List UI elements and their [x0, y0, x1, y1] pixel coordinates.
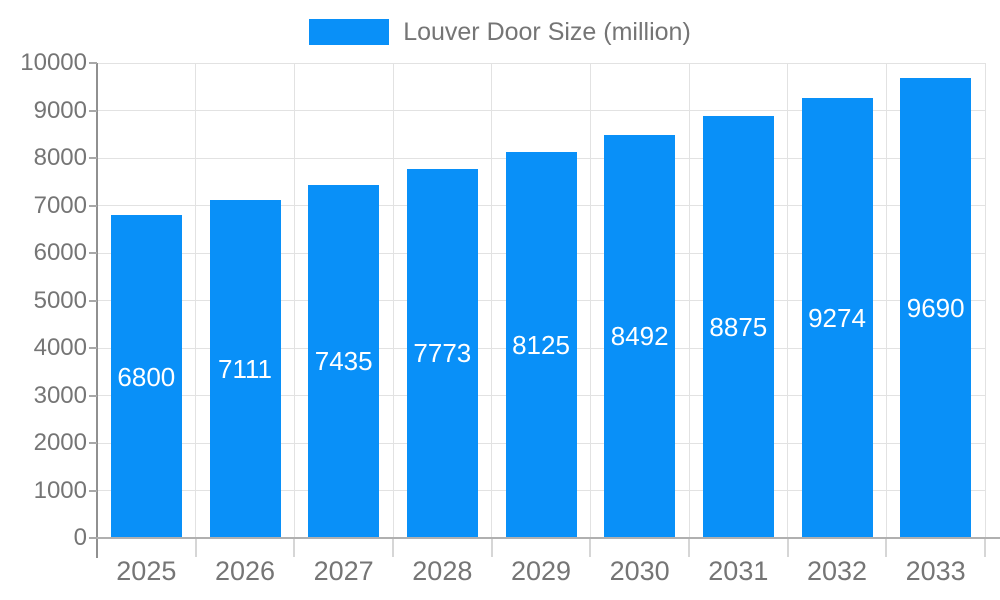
x-tick-label: 2027 — [313, 556, 374, 586]
v-gridline — [787, 63, 789, 538]
v-gridline — [491, 63, 493, 538]
y-tick-mark — [89, 489, 97, 492]
bar: 9274 — [801, 97, 873, 538]
x-tick-mark — [490, 539, 493, 557]
h-gridline — [97, 110, 985, 111]
y-tick-label: 5000 — [33, 286, 87, 314]
bar-value-label: 9274 — [808, 302, 866, 333]
legend-label: Louver Door Size (million) — [403, 18, 691, 46]
bar-value-label: 6800 — [117, 361, 176, 392]
bar-value-label: 8492 — [610, 321, 669, 352]
x-tick-label: 2030 — [609, 556, 670, 586]
y-tick-label: 6000 — [33, 239, 87, 266]
y-tick-label: 9000 — [33, 96, 87, 124]
v-gridline — [589, 63, 591, 538]
bar: 7111 — [209, 200, 281, 538]
v-gridline — [688, 63, 690, 538]
x-tick-mark — [688, 539, 690, 557]
y-tick-mark — [89, 204, 97, 207]
x-tick-mark — [293, 539, 296, 557]
v-gridline — [392, 63, 394, 538]
h-gridline — [97, 62, 985, 64]
bar: 9690 — [900, 77, 972, 538]
y-tick-label: 4000 — [33, 334, 87, 361]
bar: 8492 — [604, 134, 676, 538]
x-tick-label: 2025 — [116, 556, 177, 586]
legend: Louver Door Size (million) — [0, 17, 1000, 47]
y-tick-label: 7000 — [33, 191, 87, 219]
legend-swatch — [309, 19, 390, 45]
y-tick-label: 8000 — [33, 144, 87, 171]
plot-area: 6800 7111 7435 7773 8125 8492 8875 9274 9690 — [97, 62, 986, 538]
y-tick-mark — [89, 347, 97, 349]
x-tick-mark — [984, 539, 986, 557]
bar-value-label: 7111 — [218, 354, 272, 385]
y-tick-label: 3000 — [33, 381, 87, 409]
bar: 7435 — [308, 184, 380, 538]
y-tick-mark — [89, 394, 97, 397]
bar: 8875 — [702, 116, 774, 538]
x-tick-mark — [589, 539, 592, 557]
bar-value-label: 9690 — [906, 292, 965, 323]
x-tick-label: 2032 — [806, 556, 868, 586]
y-tick-label: 10000 — [20, 49, 87, 76]
y-tick-mark — [89, 442, 97, 444]
y-tick-mark — [89, 537, 97, 539]
y-tick-label: 2000 — [33, 429, 87, 456]
x-tick-mark — [392, 539, 394, 557]
x-axis-line — [89, 537, 1000, 539]
y-tick-mark — [89, 252, 97, 254]
bar: 6800 — [110, 215, 182, 538]
bar: 8125 — [505, 152, 577, 538]
x-tick-mark — [885, 539, 888, 557]
y-tick-mark — [89, 157, 97, 159]
v-gridline — [195, 63, 197, 538]
x-tick-label: 2031 — [708, 556, 769, 586]
x-tick-label: 2029 — [510, 556, 572, 586]
v-gridline — [293, 63, 295, 538]
bar-value-label: 7773 — [413, 338, 472, 369]
x-tick-mark — [194, 539, 197, 557]
x-tick-label: 2033 — [905, 556, 966, 586]
y-axis-line — [96, 63, 98, 558]
bar: 7773 — [406, 168, 478, 538]
x-tick-mark — [786, 539, 789, 557]
y-tick-label: 1000 — [33, 476, 87, 504]
x-tick-label: 2028 — [412, 556, 473, 586]
v-gridline — [885, 63, 887, 538]
bar-value-label: 8125 — [512, 330, 570, 361]
y-tick-label: 0 — [73, 524, 87, 551]
y-tick-mark — [89, 299, 97, 302]
v-gridline — [984, 63, 986, 538]
bar-value-label: 7435 — [314, 346, 373, 377]
x-tick-label: 2026 — [214, 556, 276, 586]
y-tick-mark — [89, 109, 97, 112]
bar-value-label: 8875 — [709, 312, 768, 343]
y-tick-mark — [89, 62, 97, 64]
